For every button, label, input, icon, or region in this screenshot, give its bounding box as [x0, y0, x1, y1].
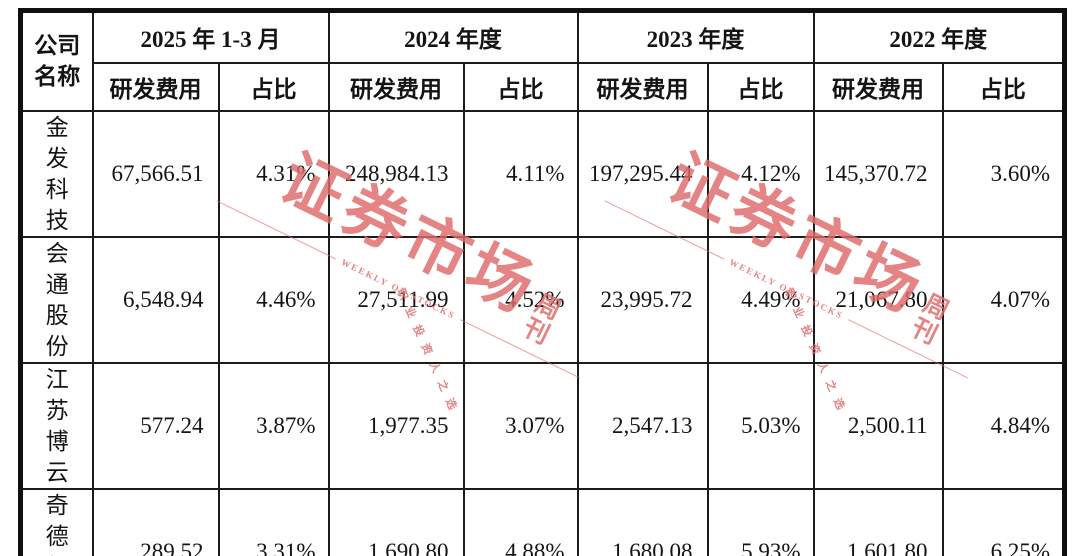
cell-ratio: 4.52% — [462, 235, 579, 364]
company-name: 金发科技 — [19, 109, 94, 238]
period-2023: 2023 年度 — [576, 9, 815, 64]
table-row: 金发科技 67,566.51 4.31% 248,984.13 4.11% 19… — [19, 109, 1066, 238]
period-2024: 2024 年度 — [327, 9, 579, 64]
company-name: 奇德新材 — [19, 488, 94, 556]
subheader-expense: 研发费用 — [91, 61, 220, 112]
subheader-ratio: 占比 — [941, 61, 1066, 112]
period-2022: 2022 年度 — [812, 9, 1066, 64]
cell-ratio: 4.31% — [217, 109, 330, 238]
table-row: 江苏博云 577.24 3.87% 1,977.35 3.07% 2,547.1… — [19, 361, 1066, 491]
cell-expense: 67,566.51 — [91, 109, 220, 238]
cell-expense: 1,680.08 — [576, 488, 709, 556]
table-row: 奇德新材 289.52 3.31% 1,690.80 4.88% 1,680.0… — [19, 488, 1066, 556]
cell-ratio: 5.03% — [706, 361, 815, 491]
period-2025: 2025 年 1-3 月 — [91, 9, 330, 64]
subheader-expense: 研发费用 — [327, 61, 465, 112]
subheader-expense: 研发费用 — [576, 61, 709, 112]
cell-expense: 1,601.80 — [812, 488, 944, 556]
cell-expense: 197,295.44 — [576, 109, 709, 238]
cell-ratio: 4.46% — [217, 235, 330, 364]
cell-ratio: 6.25% — [941, 488, 1066, 556]
company-name: 江苏博云 — [19, 361, 94, 491]
corner-header: 公司名称 — [19, 9, 94, 112]
cell-ratio: 4.12% — [706, 109, 815, 238]
subheader-ratio: 占比 — [462, 61, 579, 112]
cell-expense: 27,511.99 — [327, 235, 465, 364]
subheader-expense: 研发费用 — [812, 61, 944, 112]
cell-expense: 23,995.72 — [576, 235, 709, 364]
cell-expense: 577.24 — [91, 361, 220, 491]
cell-ratio: 3.07% — [462, 361, 579, 491]
cell-expense: 21,067.80 — [812, 235, 944, 364]
cell-expense: 248,984.13 — [327, 109, 465, 238]
cell-expense: 2,500.11 — [812, 361, 944, 491]
company-name: 会通股份 — [19, 235, 94, 364]
cell-ratio: 4.11% — [462, 109, 579, 238]
cell-ratio: 4.07% — [941, 235, 1066, 364]
table-row: 会通股份 6,548.94 4.46% 27,511.99 4.52% 23,9… — [19, 235, 1066, 364]
cell-ratio: 4.88% — [462, 488, 579, 556]
header-row-periods: 公司名称 2025 年 1-3 月 2024 年度 2023 年度 2022 年… — [19, 9, 1066, 112]
cell-expense: 1,690.80 — [327, 488, 465, 556]
rd-expense-comparison-table: 公司名称 2025 年 1-3 月 2024 年度 2023 年度 2022 年… — [18, 8, 1068, 556]
cell-ratio: 3.87% — [217, 361, 330, 491]
header-row-sub: 研发费用 占比 研发费用 占比 研发费用 占比 研发费用 占比 — [21, 61, 1066, 112]
cell-ratio: 3.60% — [941, 109, 1066, 238]
cell-ratio: 4.84% — [941, 361, 1066, 491]
subheader-ratio: 占比 — [217, 61, 330, 112]
cell-ratio: 3.31% — [217, 488, 330, 556]
cell-ratio: 4.49% — [706, 235, 815, 364]
cell-expense: 2,547.13 — [576, 361, 709, 491]
cell-expense: 1,977.35 — [327, 361, 465, 491]
subheader-ratio: 占比 — [706, 61, 815, 112]
cell-expense: 289.52 — [91, 488, 220, 556]
cell-ratio: 5.93% — [706, 488, 815, 556]
cell-expense: 145,370.72 — [812, 109, 944, 238]
cell-expense: 6,548.94 — [91, 235, 220, 364]
